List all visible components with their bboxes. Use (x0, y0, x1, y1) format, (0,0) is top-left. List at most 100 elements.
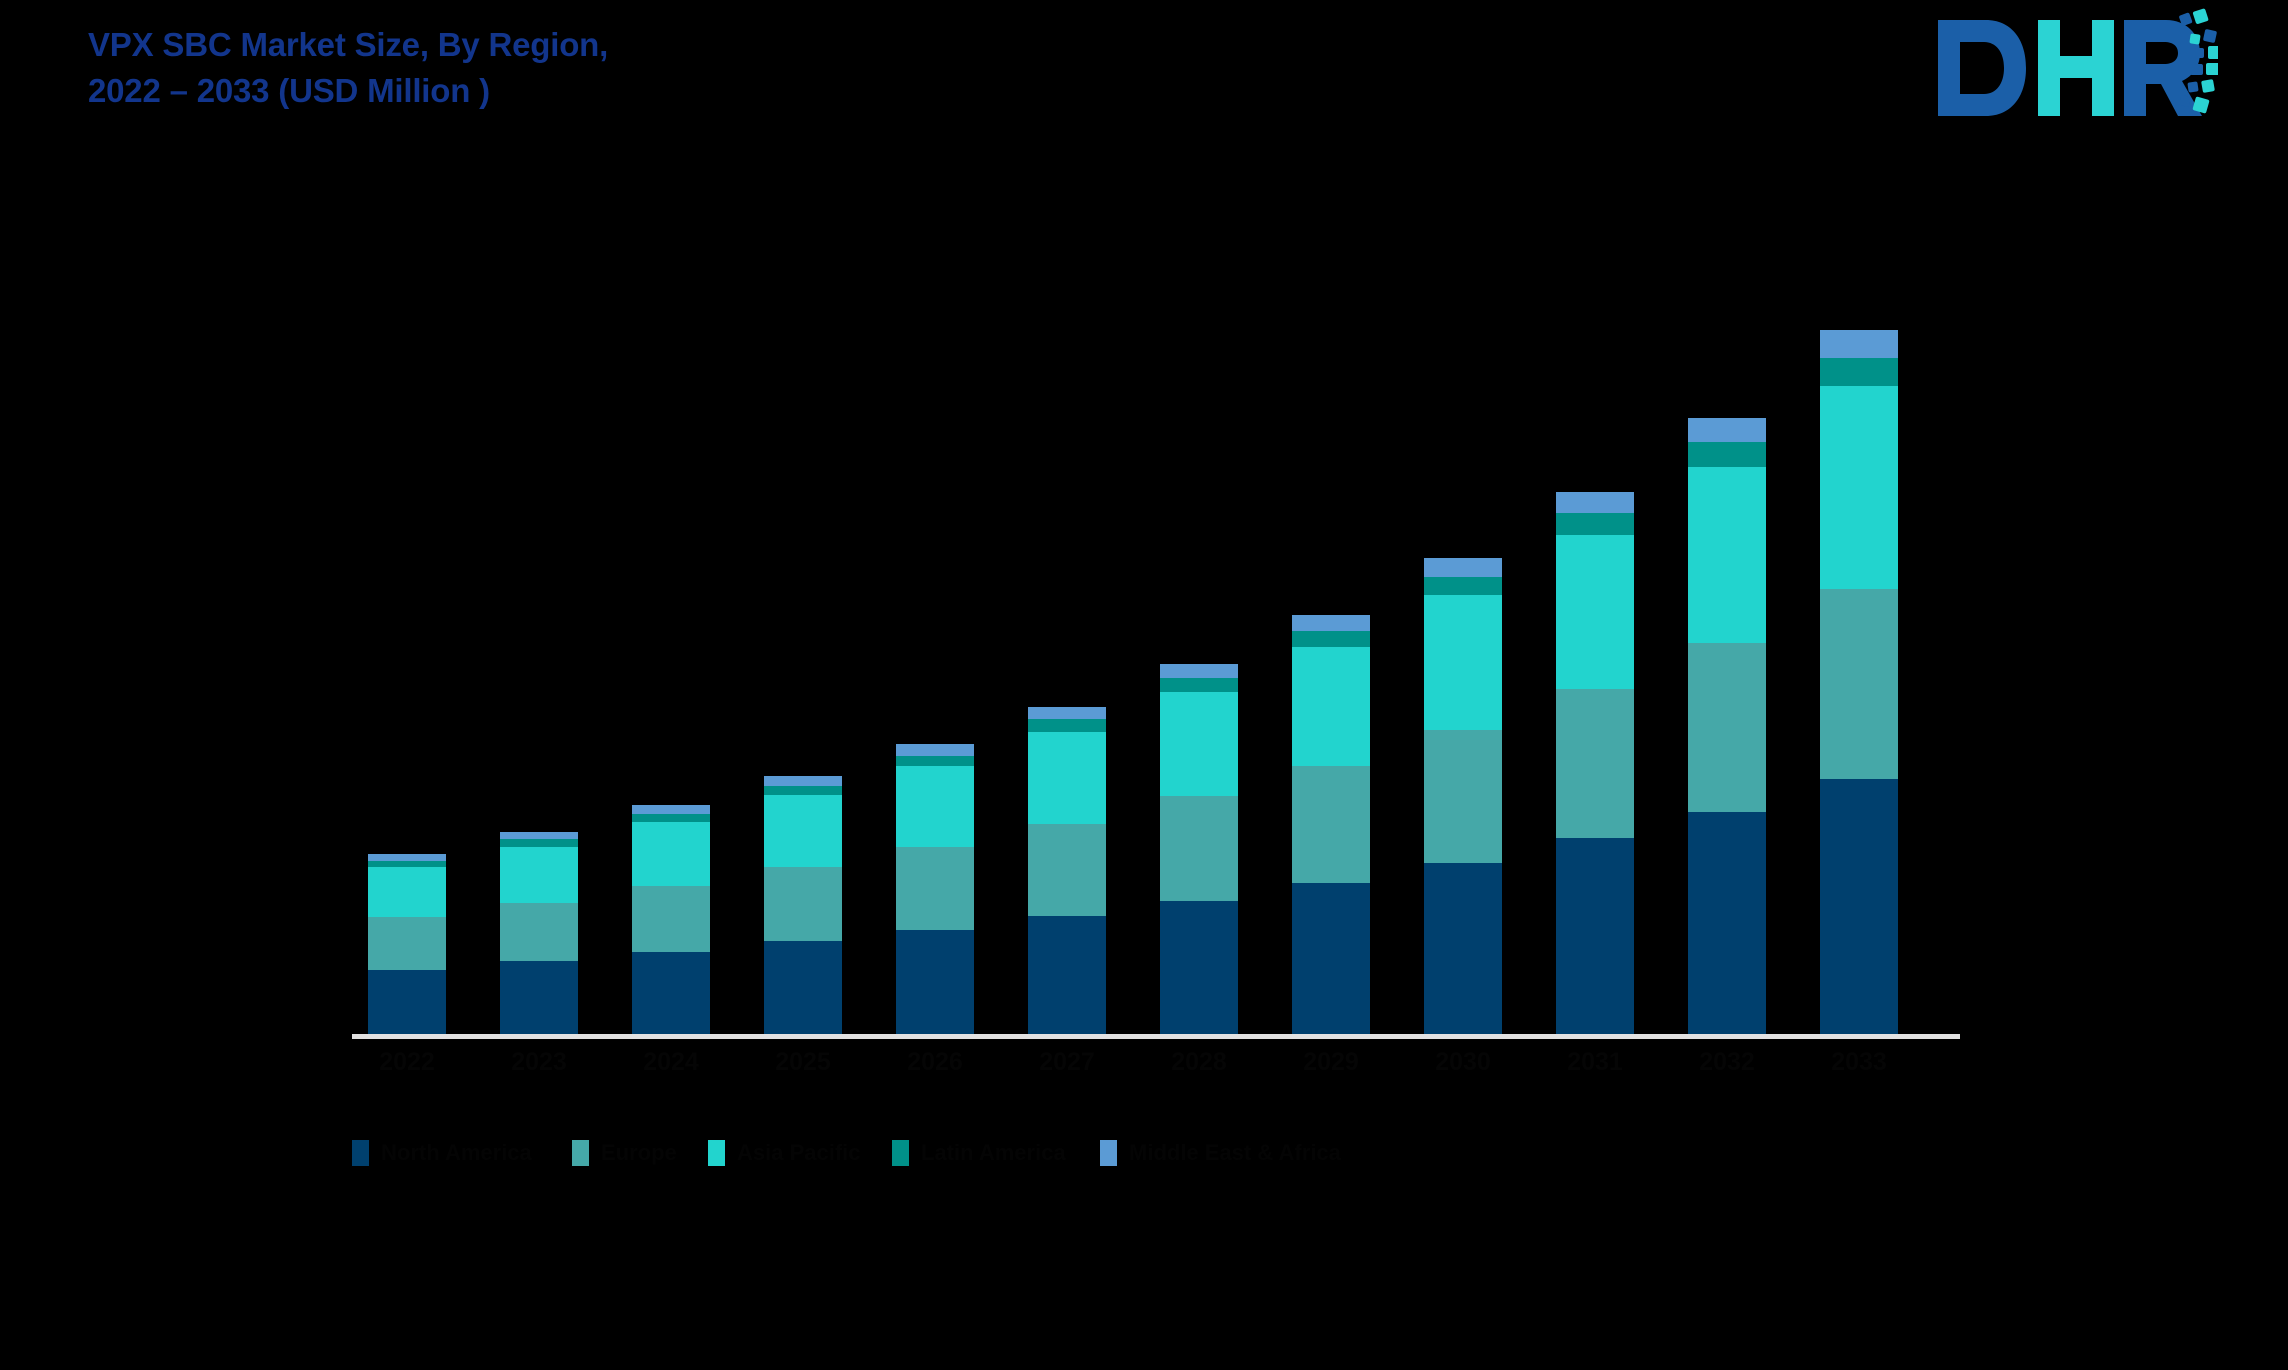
bar-segment-north-america[interactable] (500, 961, 578, 1035)
bar-segment-asia-pacific[interactable] (632, 822, 710, 886)
bar-segment-middle-east-africa[interactable] (764, 776, 842, 787)
bar-segment-europe[interactable] (1424, 729, 1502, 863)
bar-segment-asia-pacific[interactable] (1820, 386, 1898, 589)
legend-swatch-icon (352, 1140, 369, 1166)
chart-title: VPX SBC Market Size, By Region, 2022 – 2… (88, 22, 1088, 113)
bar-2027[interactable] (1028, 706, 1106, 1035)
bar-2030[interactable] (1424, 558, 1502, 1035)
x-axis-tick-labels: 2022 2023 2024 2025 2026 2027 2028 2029 2030 2031… (352, 1044, 1960, 1088)
bar-segment-europe[interactable] (500, 902, 578, 962)
bar-segment-north-america[interactable] (764, 941, 842, 1035)
bar-segment-north-america[interactable] (896, 930, 974, 1035)
x-tick-2028: 2028 (1171, 1048, 1227, 1076)
bar-segment-asia-pacific[interactable] (1556, 534, 1634, 689)
bar-segment-latin-america[interactable] (632, 814, 710, 823)
bar-segment-latin-america[interactable] (896, 755, 974, 767)
x-tick-2027: 2027 (1039, 1048, 1095, 1076)
bar-segment-asia-pacific[interactable] (1292, 646, 1370, 766)
bar-segment-europe[interactable] (1160, 796, 1238, 901)
legend-item-europe[interactable]: Europe (572, 1140, 677, 1166)
bar-segment-north-america[interactable] (1820, 779, 1898, 1035)
bar-segment-north-america[interactable] (1160, 900, 1238, 1035)
bar-segment-asia-pacific[interactable] (1160, 691, 1238, 797)
legend-item-north-america[interactable]: North America (352, 1140, 532, 1166)
bar-segment-asia-pacific[interactable] (1424, 595, 1502, 730)
bar-2029[interactable] (1292, 614, 1370, 1035)
x-tick-2031: 2031 (1567, 1048, 1623, 1076)
bar-segment-middle-east-africa[interactable] (1556, 492, 1634, 514)
x-tick-2030: 2030 (1435, 1048, 1491, 1076)
bar-2023[interactable] (500, 831, 578, 1035)
bar-segment-asia-pacific[interactable] (1688, 466, 1766, 644)
bar-segment-latin-america[interactable] (1820, 358, 1898, 387)
bar-segment-middle-east-africa[interactable] (632, 805, 710, 815)
logo-pixel-arc (2179, 8, 2218, 114)
bar-2033[interactable] (1820, 330, 1898, 1035)
dhr-logo[interactable] (1928, 8, 2218, 128)
bar-segment-north-america[interactable] (368, 969, 446, 1035)
bar-segment-latin-america[interactable] (368, 860, 446, 868)
bar-segment-asia-pacific[interactable] (1028, 731, 1106, 824)
bar-segment-middle-east-africa[interactable] (368, 854, 446, 861)
bar-2031[interactable] (1556, 492, 1634, 1035)
bar-segment-north-america[interactable] (632, 952, 710, 1035)
x-tick-2024: 2024 (643, 1048, 699, 1076)
bar-2024[interactable] (632, 805, 710, 1035)
bar-segment-europe[interactable] (896, 847, 974, 931)
bar-segment-asia-pacific[interactable] (368, 867, 446, 918)
legend-swatch-icon (1100, 1140, 1117, 1166)
legend-item-latin-america[interactable]: Latin America (892, 1140, 1066, 1166)
bar-segment-latin-america[interactable] (1028, 719, 1106, 732)
bar-segment-north-america[interactable] (1292, 883, 1370, 1035)
bar-segment-latin-america[interactable] (500, 839, 578, 847)
bar-segment-middle-east-africa[interactable] (1160, 663, 1238, 679)
bar-segment-middle-east-africa[interactable] (500, 831, 578, 840)
legend-item-middle-east-africa[interactable]: Middle East & Africa (1100, 1140, 1341, 1166)
bar-segment-europe[interactable] (1028, 823, 1106, 917)
bar-2025[interactable] (764, 776, 842, 1035)
bar-2022[interactable] (368, 854, 446, 1035)
bar-segment-europe[interactable] (764, 867, 842, 942)
legend-label: Middle East & Africa (1129, 1140, 1341, 1165)
bar-segment-asia-pacific[interactable] (764, 795, 842, 868)
bar-segment-europe[interactable] (632, 885, 710, 953)
bar-segment-latin-america[interactable] (1424, 577, 1502, 596)
x-tick-2026: 2026 (907, 1048, 963, 1076)
x-tick-2023: 2023 (511, 1048, 567, 1076)
bar-2026[interactable] (896, 744, 974, 1035)
legend-swatch-icon (892, 1140, 909, 1166)
bar-segment-latin-america[interactable] (1688, 442, 1766, 467)
bar-segment-europe[interactable] (1688, 643, 1766, 812)
bar-segment-latin-america[interactable] (1556, 513, 1634, 535)
bar-segment-middle-east-africa[interactable] (1292, 614, 1370, 631)
logo-letter-r (2124, 20, 2202, 116)
bar-segment-europe[interactable] (368, 917, 446, 970)
logo-letter-h (2038, 20, 2114, 116)
bar-segment-europe[interactable] (1820, 588, 1898, 780)
bar-segment-europe[interactable] (1556, 688, 1634, 839)
x-tick-2029: 2029 (1303, 1048, 1359, 1076)
bar-segment-north-america[interactable] (1688, 811, 1766, 1035)
bar-2032[interactable] (1688, 418, 1766, 1035)
legend-item-asia-pacific[interactable]: Asia Pacific (708, 1140, 861, 1166)
bar-2028[interactable] (1160, 663, 1238, 1035)
bar-segment-middle-east-africa[interactable] (1028, 706, 1106, 720)
bar-segment-north-america[interactable] (1556, 838, 1634, 1035)
bar-segment-middle-east-africa[interactable] (1688, 418, 1766, 443)
bar-segment-middle-east-africa[interactable] (896, 744, 974, 756)
bar-segment-middle-east-africa[interactable] (1424, 558, 1502, 578)
bar-segment-north-america[interactable] (1028, 916, 1106, 1035)
bar-segment-latin-america[interactable] (1292, 630, 1370, 647)
bar-segment-north-america[interactable] (1424, 862, 1502, 1035)
x-tick-2022: 2022 (379, 1048, 435, 1076)
bar-segment-asia-pacific[interactable] (896, 766, 974, 848)
bar-segment-europe[interactable] (1292, 765, 1370, 884)
chart-legend: North America Europe Asia Pacific Latin Ame… (352, 1140, 1972, 1210)
bar-segment-latin-america[interactable] (764, 786, 842, 796)
bar-segment-asia-pacific[interactable] (500, 846, 578, 903)
bar-segment-latin-america[interactable] (1160, 678, 1238, 692)
bar-segment-middle-east-africa[interactable] (1820, 330, 1898, 359)
